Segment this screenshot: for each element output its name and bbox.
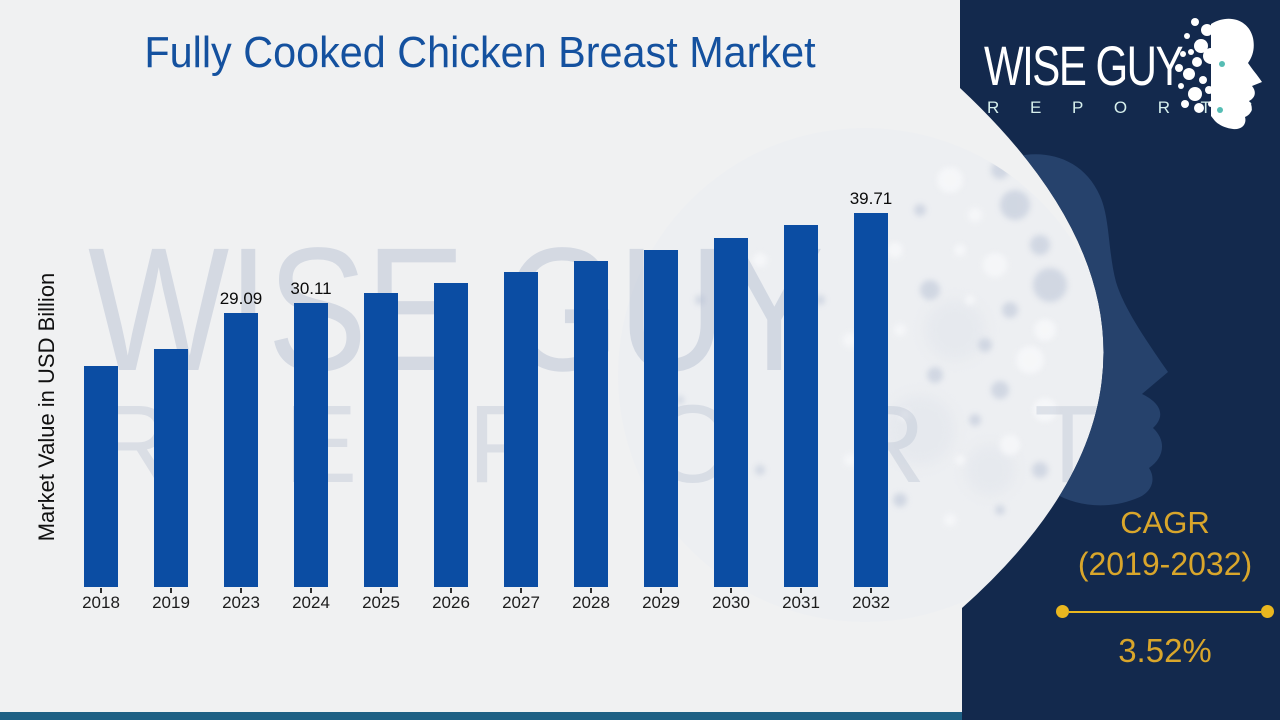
- watermark-dot: [983, 253, 1007, 277]
- cagr-line: [1069, 610, 1261, 613]
- brand-logo: WISE GUY R E P O R T S: [984, 34, 1266, 118]
- x-tick: [100, 588, 102, 593]
- bar: [84, 366, 118, 587]
- bar-value-label: 30.11: [290, 279, 332, 298]
- cagr-range: (2019-2032): [1077, 546, 1253, 582]
- watermark-dot: [843, 333, 857, 347]
- x-tick: [660, 588, 662, 593]
- watermark-dot: [1000, 435, 1020, 455]
- watermark-dot: [1030, 235, 1050, 255]
- watermark-dot: [844, 454, 856, 466]
- bar: [294, 303, 328, 587]
- watermark-dot: [1034, 319, 1056, 341]
- y-axis-label: Market Value in USD Billion: [34, 272, 59, 542]
- watermark-dot: [927, 367, 943, 383]
- bar: [364, 293, 398, 587]
- x-tick: [380, 588, 382, 593]
- bar: [154, 349, 188, 587]
- x-tick-label: 2018: [82, 593, 120, 612]
- bar: [714, 238, 748, 587]
- watermark-dot: [753, 253, 767, 267]
- watermark-dot: [965, 295, 975, 305]
- x-tick: [870, 588, 872, 593]
- bar-value-label: 29.09: [219, 289, 263, 308]
- bar-value-label: 39.71: [849, 189, 893, 208]
- x-tick: [800, 588, 802, 593]
- watermark-dot: [944, 514, 956, 526]
- bar: [224, 313, 258, 587]
- x-tick-label: 2030: [712, 593, 750, 612]
- watermark-dot: [991, 381, 1009, 399]
- x-tick-label: 2029: [642, 593, 680, 612]
- watermark-dot: [894, 324, 906, 336]
- x-tick: [310, 588, 312, 593]
- bar: [854, 213, 888, 587]
- cagr-underline: [1056, 605, 1274, 618]
- chart-title: Fully Cooked Chicken Breast Market: [144, 28, 816, 77]
- footer-strip: [0, 712, 963, 720]
- watermark-blob: [885, 395, 955, 465]
- watermark-dot: [1016, 346, 1044, 374]
- watermark-dot: [968, 208, 982, 222]
- watermark-dot: [969, 414, 981, 426]
- brand-head-icon: [1175, 18, 1262, 130]
- x-tick-label: 2026: [432, 593, 470, 612]
- watermark-dot: [1033, 398, 1057, 422]
- cagr-line-right-dot: [1261, 605, 1274, 618]
- x-tick-label: 2024: [292, 593, 330, 612]
- watermark-dot: [1002, 302, 1018, 318]
- watermark-dot: [676, 396, 684, 404]
- brand-reports: R E P O R T S: [987, 98, 1266, 117]
- x-tick: [450, 588, 452, 593]
- watermark-dot: [695, 295, 705, 305]
- watermark-dot: [887, 242, 903, 258]
- bar: [574, 261, 608, 587]
- watermark-dot: [914, 204, 926, 216]
- bar: [504, 272, 538, 587]
- cagr-value: 3.52%: [1118, 632, 1212, 669]
- watermark-dot: [954, 244, 966, 256]
- x-tick: [590, 588, 592, 593]
- x-tick: [240, 588, 242, 593]
- x-tick-label: 2031: [782, 593, 820, 612]
- x-tick-label: 2028: [572, 593, 610, 612]
- cagr-block: CAGR (2019-2032) 3.52%: [1050, 505, 1280, 670]
- x-tick-label: 2023: [222, 593, 260, 612]
- watermark-dot: [920, 280, 940, 300]
- x-tick: [520, 588, 522, 593]
- watermark-dot: [755, 465, 765, 475]
- bar: [434, 283, 468, 587]
- watermark-dot: [978, 338, 992, 352]
- cagr-line-left-dot: [1056, 605, 1069, 618]
- x-tick-label: 2032: [852, 593, 890, 612]
- brand-panel: [960, 0, 1280, 720]
- watermark-dot: [900, 410, 910, 420]
- watermark-dot: [1033, 268, 1067, 302]
- watermark-dot: [991, 161, 1009, 179]
- x-tick: [730, 588, 732, 593]
- bar: [784, 225, 818, 587]
- watermark-dot: [955, 455, 965, 465]
- watermark-dot: [937, 167, 963, 193]
- brand-wordmark: WISE GUY: [984, 34, 1184, 97]
- watermark-dot: [995, 505, 1005, 515]
- bar: [644, 250, 678, 587]
- watermark-dot: [1032, 462, 1048, 478]
- watermark-dot: [815, 295, 825, 305]
- x-tick-label: 2027: [502, 593, 540, 612]
- x-tick: [170, 588, 172, 593]
- watermark-blob: [925, 300, 985, 360]
- watermark-dot: [1000, 190, 1030, 220]
- x-tick-label: 2019: [152, 593, 190, 612]
- cagr-label: CAGR: [1120, 505, 1210, 540]
- x-tick-label: 2025: [362, 593, 400, 612]
- watermark-dot: [893, 493, 907, 507]
